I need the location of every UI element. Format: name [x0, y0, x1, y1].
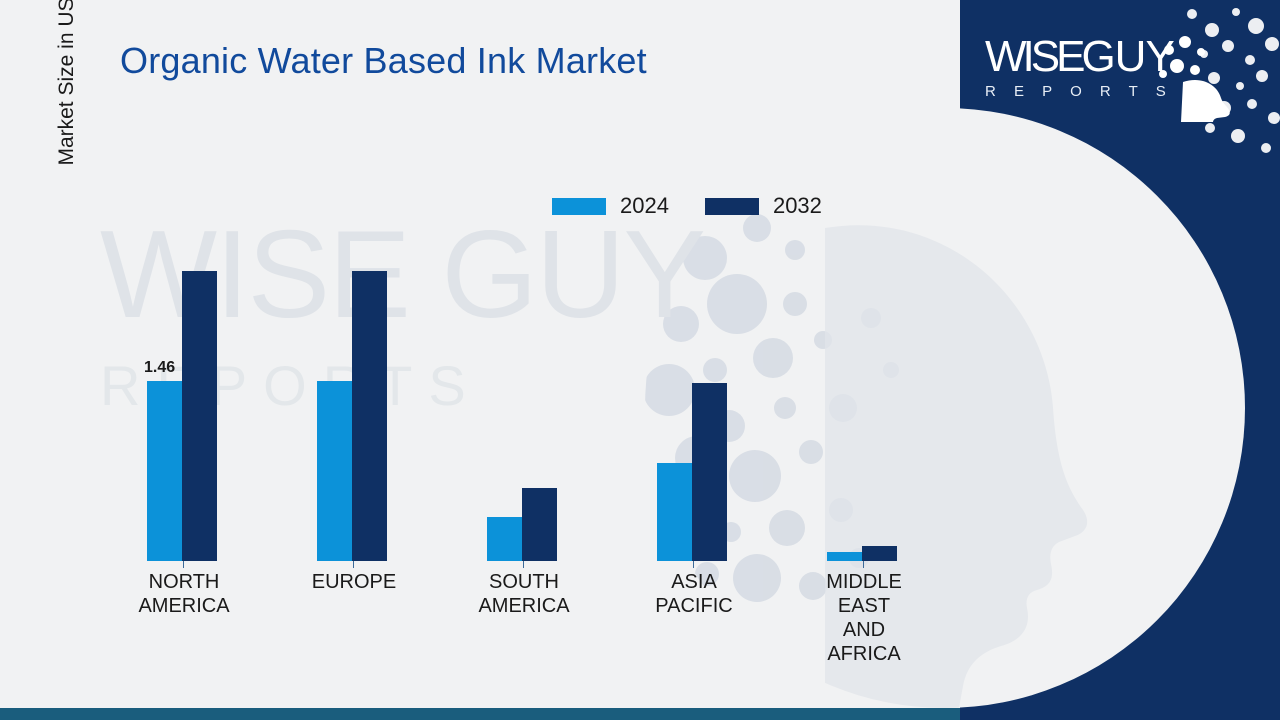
head-profile-icon	[1159, 36, 1230, 122]
bar-group[interactable]: 1.46 NORTH AMERICA	[138, 241, 230, 617]
bar-group-bars	[487, 241, 561, 561]
legend-swatch-2032	[704, 197, 759, 215]
legend-swatch-2024	[552, 197, 606, 215]
x-axis-category-label: EUROPE	[311, 571, 397, 593]
bar-group[interactable]: SOUTH AMERICA	[478, 241, 570, 617]
y-axis-label: Market Size in USD Billion	[55, 0, 78, 166]
axis-tick	[183, 561, 184, 568]
bottom-accent-strip	[0, 708, 960, 720]
axis-tick	[693, 561, 694, 568]
bar-value-label: 1.46	[144, 359, 176, 376]
x-axis-category-label: SOUTH AMERICA	[478, 571, 570, 617]
legend-label-2032: 2032	[772, 193, 822, 218]
bar-group[interactable]: ASIA PACIFIC	[655, 241, 733, 617]
logo-word-guy: GUY	[1081, 32, 1174, 81]
bar-2024-middle-east-and-africa[interactable]	[827, 552, 862, 561]
x-axis-category-label: MIDDLE EAST AND AFRICA	[826, 571, 902, 665]
bar-2032-north-america[interactable]	[182, 271, 217, 561]
bar-2032-south-america[interactable]	[522, 488, 557, 561]
chart-legend: 2024 2032	[552, 193, 822, 219]
axis-tick	[353, 561, 354, 568]
bar-group-bars	[827, 241, 901, 561]
axis-tick	[523, 561, 524, 568]
chart-plot-area: 1.46 NORTH AMERICA EUROPE SOUTH AMERICA ASIA…	[138, 241, 902, 665]
logo-wordmark: WISEGUY	[985, 34, 1215, 80]
legend-item-2032[interactable]: 2032	[704, 193, 822, 219]
axis-tick	[863, 561, 864, 568]
x-axis-category-label: ASIA PACIFIC	[655, 571, 733, 617]
bar-group[interactable]: MIDDLE EAST AND AFRICA	[826, 241, 902, 665]
bar-2032-europe[interactable]	[352, 271, 387, 561]
legend-label-2024: 2024	[620, 193, 669, 218]
bar-group-bars: 1.46	[144, 241, 221, 561]
logo-subtitle: R E P O R T S	[985, 83, 1173, 100]
page-title: Organic Water Based Ink Market	[120, 40, 647, 81]
bar-2024-asia-pacific[interactable]	[657, 463, 692, 561]
bar-2024-south-america[interactable]	[487, 517, 522, 561]
logo-word-wise: WISE	[985, 32, 1085, 81]
wiseguy-logo: WISEGUY R E P O R T S	[985, 34, 1230, 122]
legend-item-2024[interactable]: 2024	[552, 193, 669, 219]
bar-group[interactable]: EUROPE	[312, 241, 396, 593]
bar-2032-asia-pacific[interactable]	[692, 383, 727, 561]
bar-group-bars	[317, 241, 391, 561]
bar-2024-north-america[interactable]	[147, 381, 182, 561]
x-axis-category-label: NORTH AMERICA	[138, 571, 230, 617]
bar-2024-europe[interactable]	[317, 381, 352, 561]
molecule-brain-pattern-icon	[645, 214, 1088, 708]
bar-group-bars	[657, 241, 731, 561]
bar-2032-middle-east-and-africa[interactable]	[862, 546, 897, 561]
